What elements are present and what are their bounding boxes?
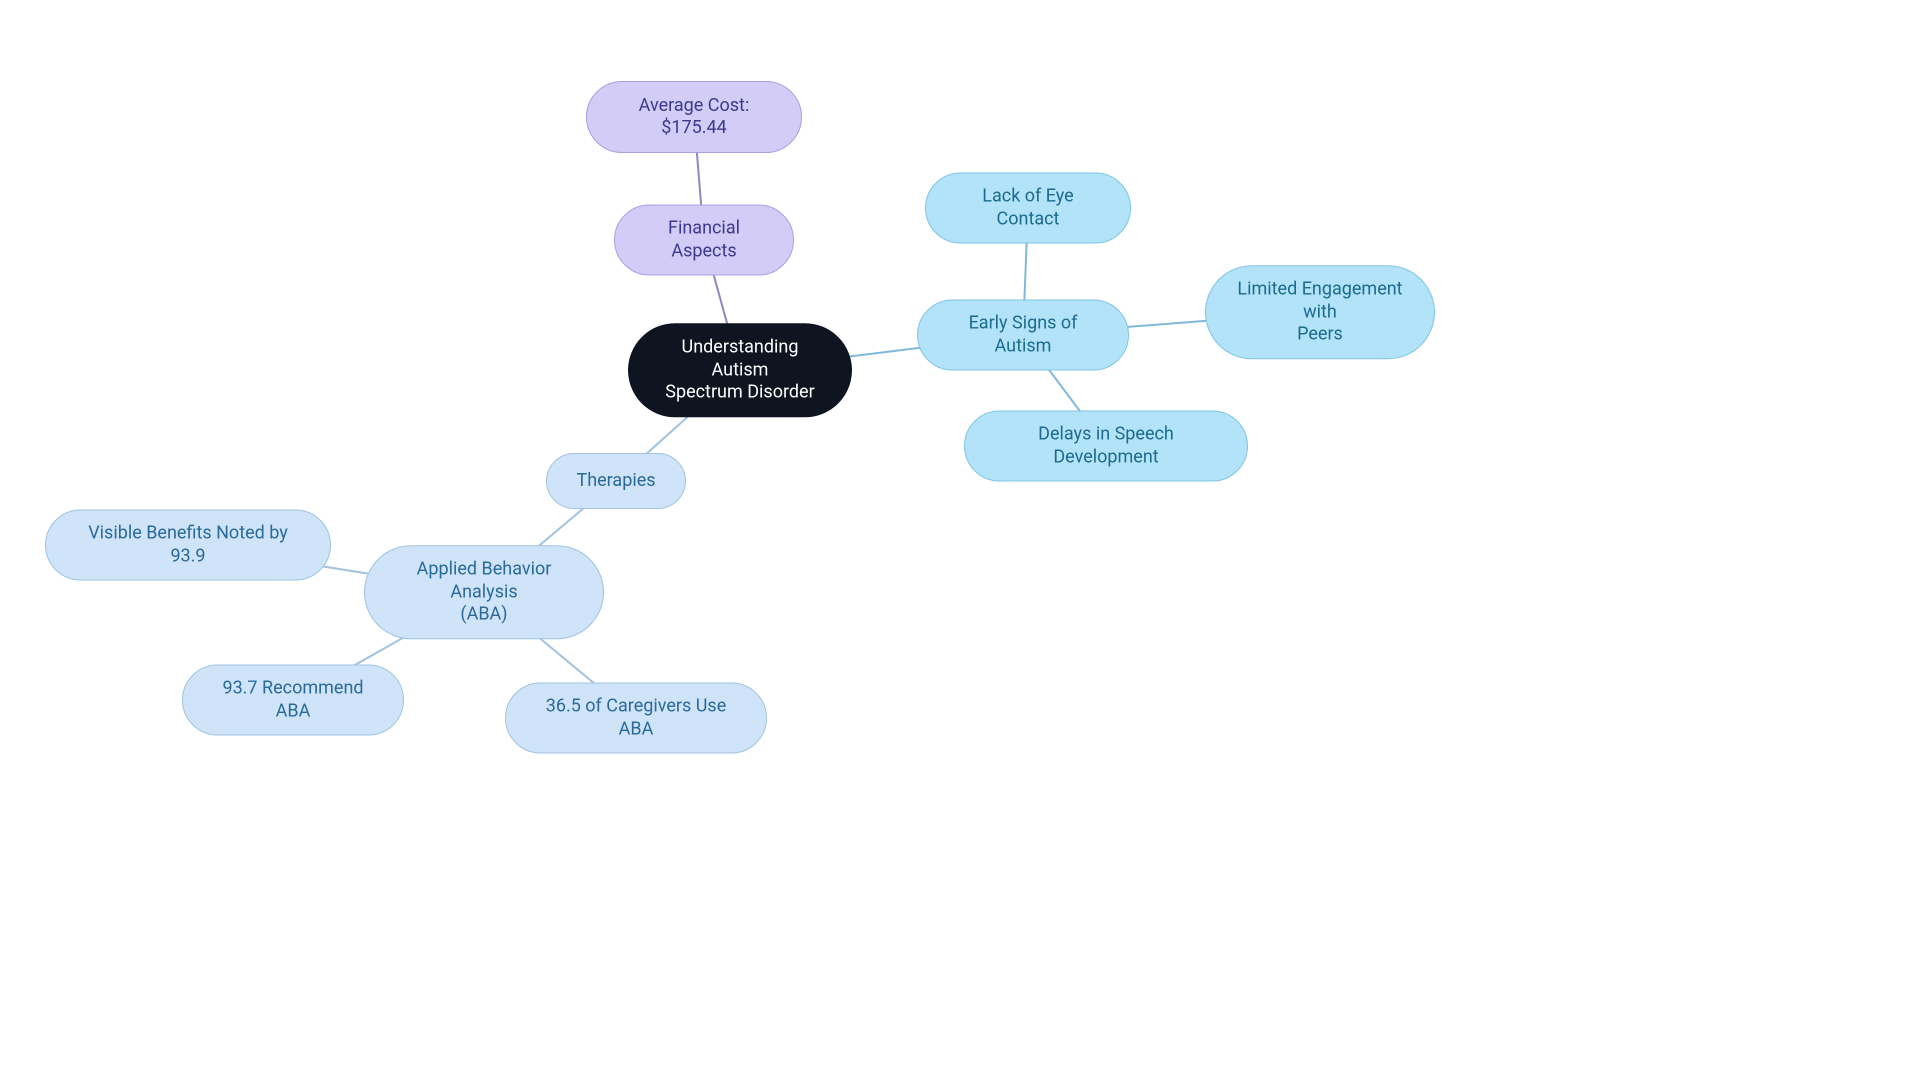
node-root: Understanding Autism Spectrum Disorder — [628, 323, 852, 417]
node-caregivers: 36.5 of Caregivers Use ABA — [505, 683, 767, 754]
node-earlysigns: Early Signs of Autism — [917, 300, 1129, 371]
node-recommend: 93.7 Recommend ABA — [182, 665, 404, 736]
node-speech: Delays in Speech Development — [964, 411, 1248, 482]
node-eyecontact: Lack of Eye Contact — [925, 173, 1131, 244]
node-therapies: Therapies — [546, 453, 686, 509]
node-peers: Limited Engagement with Peers — [1205, 265, 1435, 359]
node-financial: Financial Aspects — [614, 205, 794, 276]
node-avgcost: Average Cost: $175.44 — [586, 81, 802, 153]
node-aba: Applied Behavior Analysis (ABA) — [364, 545, 604, 639]
node-visible: Visible Benefits Noted by 93.9 — [45, 510, 331, 581]
